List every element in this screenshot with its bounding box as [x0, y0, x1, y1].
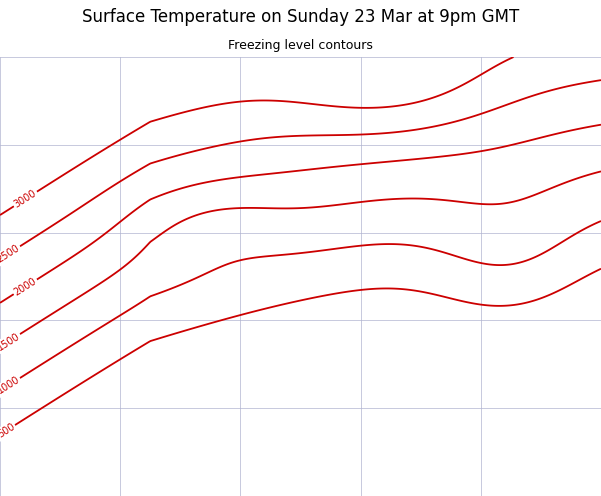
Text: 1000: 1000 [0, 374, 22, 396]
Text: 500: 500 [0, 422, 16, 440]
Text: 3000: 3000 [13, 188, 38, 210]
Text: 2500: 2500 [0, 243, 22, 264]
Text: 2000: 2000 [12, 276, 38, 298]
Text: 1500: 1500 [0, 331, 22, 352]
Text: Freezing level contours: Freezing level contours [228, 39, 373, 52]
Text: Surface Temperature on Sunday 23 Mar at 9pm GMT: Surface Temperature on Sunday 23 Mar at … [82, 8, 519, 26]
